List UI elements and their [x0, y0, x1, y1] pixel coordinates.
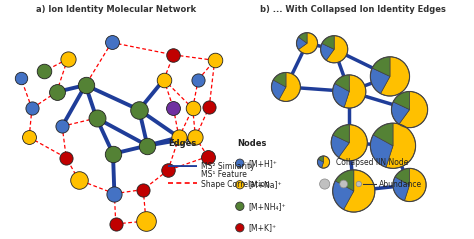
Wedge shape: [395, 168, 410, 185]
Point: [26, 135, 33, 139]
Point: [160, 78, 168, 81]
Point: [53, 90, 61, 94]
Point: [93, 116, 100, 120]
Wedge shape: [333, 181, 354, 209]
Wedge shape: [392, 102, 410, 124]
Point: [170, 107, 177, 110]
Wedge shape: [386, 123, 416, 168]
Point: [135, 108, 143, 112]
Wedge shape: [279, 72, 301, 101]
Point: [82, 83, 89, 87]
Point: [58, 124, 66, 128]
Text: Nodes: Nodes: [237, 139, 266, 148]
Point: [139, 188, 147, 191]
Point: [75, 178, 82, 182]
Wedge shape: [373, 123, 393, 146]
Wedge shape: [404, 168, 426, 201]
Text: Edges: Edges: [168, 139, 197, 148]
Circle shape: [319, 179, 330, 189]
Wedge shape: [333, 83, 349, 107]
Circle shape: [236, 159, 244, 167]
Wedge shape: [320, 43, 334, 60]
Wedge shape: [393, 177, 410, 201]
Wedge shape: [322, 156, 329, 168]
Point: [170, 53, 177, 57]
Point: [109, 152, 117, 156]
Text: [M+Na]⁺: [M+Na]⁺: [249, 180, 283, 190]
Circle shape: [340, 180, 347, 188]
Wedge shape: [335, 170, 354, 191]
Point: [175, 135, 183, 139]
Circle shape: [356, 181, 362, 187]
Wedge shape: [381, 57, 410, 96]
Circle shape: [236, 181, 244, 189]
Wedge shape: [326, 36, 348, 63]
Text: [M+K]⁺: [M+K]⁺: [249, 223, 277, 233]
Point: [28, 107, 36, 110]
Point: [164, 168, 172, 172]
Wedge shape: [370, 68, 390, 94]
Circle shape: [236, 202, 244, 210]
Text: MS² Similarity: MS² Similarity: [201, 162, 254, 171]
Wedge shape: [333, 125, 349, 143]
Point: [204, 155, 211, 158]
Point: [110, 192, 118, 196]
Point: [40, 70, 48, 73]
Point: [64, 57, 72, 61]
Point: [63, 156, 70, 160]
Wedge shape: [331, 135, 349, 157]
Wedge shape: [272, 80, 286, 100]
Text: [M+NH₄]⁺: [M+NH₄]⁺: [249, 202, 286, 211]
Wedge shape: [344, 75, 366, 108]
Point: [211, 58, 219, 62]
Point: [112, 222, 119, 226]
Wedge shape: [344, 170, 375, 212]
Wedge shape: [299, 33, 318, 54]
Text: Abundance: Abundance: [379, 180, 422, 189]
Text: a) Ion Identity Molecular Network: a) Ion Identity Molecular Network: [36, 5, 196, 14]
Wedge shape: [393, 92, 410, 109]
Wedge shape: [273, 72, 286, 87]
Wedge shape: [318, 156, 323, 162]
Text: MS¹ Feature
Shape Correlation: MS¹ Feature Shape Correlation: [201, 169, 269, 189]
Wedge shape: [338, 125, 367, 161]
Text: [M+H]⁺: [M+H]⁺: [249, 159, 278, 168]
Wedge shape: [322, 36, 334, 49]
Text: b) ... With Collapsed Ion Identity Edges: b) ... With Collapsed Ion Identity Edges: [260, 5, 446, 14]
Wedge shape: [335, 75, 349, 92]
Point: [142, 219, 150, 223]
Point: [189, 107, 197, 110]
Wedge shape: [299, 33, 307, 43]
Point: [108, 41, 116, 44]
Wedge shape: [297, 37, 307, 49]
Wedge shape: [370, 135, 393, 167]
Circle shape: [236, 224, 244, 232]
Point: [205, 105, 213, 109]
Wedge shape: [318, 159, 323, 168]
Point: [144, 144, 151, 147]
Text: Collapsed IIN Node: Collapsed IIN Node: [336, 158, 408, 167]
Wedge shape: [372, 57, 390, 76]
Point: [194, 78, 202, 81]
Point: [191, 135, 199, 139]
Wedge shape: [399, 92, 428, 128]
Point: [17, 76, 25, 80]
